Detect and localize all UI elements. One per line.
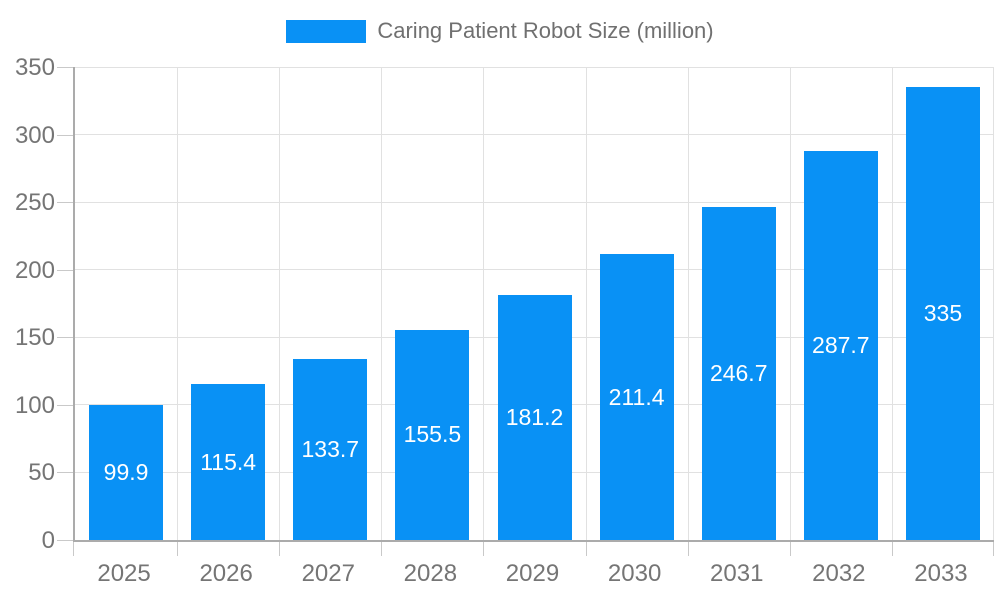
- bar-value-label: 181.2: [505, 404, 564, 431]
- chart-bar[interactable]: 155.5: [395, 329, 470, 540]
- y-axis-tick: [57, 472, 73, 474]
- legend-label: Caring Patient Robot Size (million): [377, 18, 714, 43]
- x-tick-label: 2032: [812, 560, 866, 587]
- bar-value-label: 133.7: [301, 436, 360, 463]
- y-axis-tick: [57, 269, 73, 271]
- legend-swatch: [286, 19, 367, 43]
- grid-line-vertical: [586, 67, 587, 540]
- grid-line-vertical: [483, 67, 484, 540]
- bar-value-label: 246.7: [709, 359, 768, 386]
- x-axis-tick: [892, 542, 893, 556]
- chart-bar[interactable]: 181.2: [497, 295, 572, 540]
- x-tick-label: 2030: [607, 560, 662, 587]
- y-tick-label: 200: [14, 256, 55, 284]
- x-tick-label: 2026: [199, 560, 253, 587]
- grid-line-vertical: [279, 67, 280, 540]
- x-axis-tick: [279, 542, 280, 556]
- grid-line-horizontal: [75, 269, 994, 271]
- y-axis-tick: [57, 134, 73, 136]
- grid-line-vertical: [892, 67, 893, 540]
- x-axis-tick: [381, 542, 382, 556]
- bar-value-label: 211.4: [608, 383, 665, 410]
- y-tick-label: 350: [14, 54, 55, 81]
- chart-bar[interactable]: 246.7: [701, 206, 776, 540]
- grid-line-vertical: [993, 67, 994, 540]
- x-axis-tick: [586, 542, 587, 556]
- bar-value-label: 287.7: [812, 332, 870, 359]
- y-tick-label: 100: [14, 391, 55, 419]
- grid-line-horizontal: [75, 67, 994, 68]
- bar-value-label: 99.9: [103, 459, 149, 485]
- legend[interactable]: Caring Patient Robot Size (million): [0, 18, 1000, 44]
- chart-bar[interactable]: 335: [905, 87, 980, 540]
- grid-line-horizontal: [75, 201, 994, 203]
- y-tick-label: 150: [14, 324, 55, 352]
- chart-bar[interactable]: 211.4: [599, 254, 674, 540]
- bar-value-label: 335: [923, 300, 963, 327]
- x-tick-label: 2025: [97, 560, 151, 587]
- chart-bar[interactable]: 115.4: [191, 384, 266, 540]
- x-tick-label: 2031: [710, 560, 764, 587]
- y-axis-tick: [57, 337, 73, 339]
- x-axis-tick: [73, 542, 74, 556]
- grid-line-vertical: [688, 67, 689, 540]
- x-tick-label: 2029: [505, 560, 560, 587]
- x-axis-tick: [993, 542, 994, 556]
- y-tick-label: 250: [14, 189, 55, 217]
- x-axis-tick: [177, 542, 178, 556]
- y-axis-tick: [57, 404, 73, 406]
- x-axis-tick: [688, 542, 689, 556]
- chart-bar[interactable]: 133.7: [293, 359, 368, 540]
- chart-bar[interactable]: 287.7: [803, 151, 878, 540]
- bar-value-label: 115.4: [200, 448, 257, 475]
- y-tick-label: 300: [14, 121, 55, 149]
- y-axis-tick: [57, 202, 73, 204]
- chart-bar[interactable]: 99.9: [89, 405, 164, 540]
- x-axis-tick: [483, 542, 484, 556]
- bar-value-label: 155.5: [403, 421, 462, 448]
- y-axis-tick: [57, 540, 73, 541]
- plot-area: 99.9 115.4 133.7 155.5 181.2 211.4 246.7 287.7 3…: [57, 67, 994, 556]
- grid-line-vertical: [381, 67, 382, 540]
- grid-line-vertical: [790, 67, 791, 540]
- y-axis-tick: [57, 67, 73, 68]
- grid-line-horizontal: [75, 134, 994, 136]
- x-tick-label: 2028: [403, 560, 458, 587]
- grid-line-vertical: [177, 67, 178, 540]
- x-tick-label: 2033: [914, 560, 968, 587]
- x-tick-label: 2027: [301, 560, 355, 587]
- x-axis-tick: [790, 542, 791, 556]
- y-tick-label: 50: [28, 459, 55, 487]
- y-tick-label: 0: [41, 527, 55, 554]
